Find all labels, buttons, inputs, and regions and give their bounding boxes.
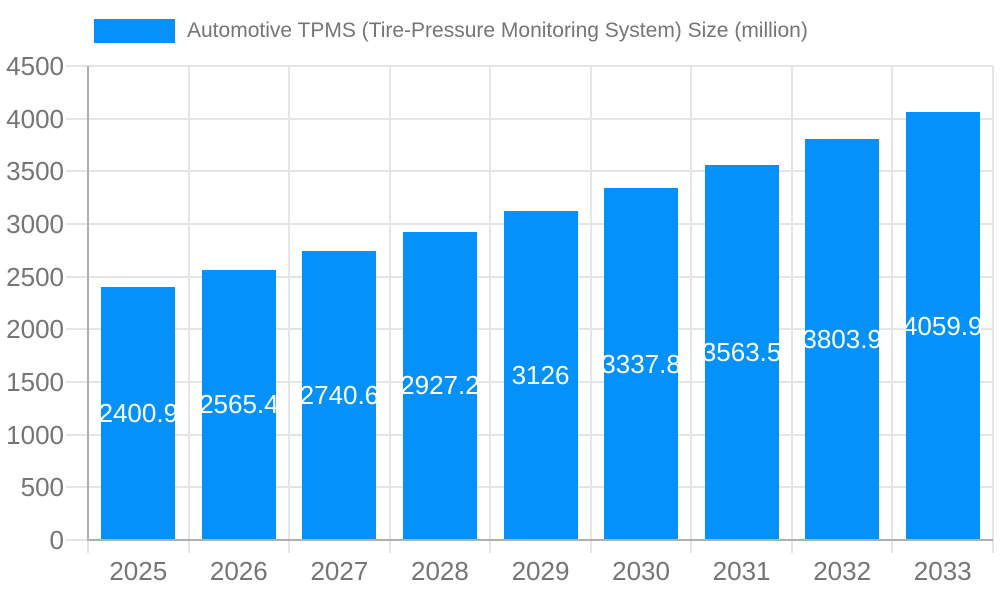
bar-value-label: 3563.5 (701, 336, 782, 367)
x-axis-line (88, 539, 993, 541)
x-gridline (388, 66, 391, 553)
y-axis-tick-label: 2500 (6, 261, 64, 292)
bar[interactable] (302, 251, 377, 539)
bar-value-label: 3126 (511, 359, 570, 390)
x-axis-tick-label: 2032 (813, 556, 872, 586)
bar-value-label: 3803.9 (802, 324, 882, 355)
y-axis-tick-label: 500 (20, 472, 64, 503)
x-gridline (489, 66, 492, 553)
y-axis-tick-label: 4500 (6, 51, 64, 81)
x-gridline (288, 66, 291, 553)
x-axis-tick-label: 2030 (612, 556, 670, 586)
y-gridline (66, 170, 993, 173)
y-axis-tick-label: 4000 (6, 103, 64, 134)
legend-swatch (94, 19, 175, 43)
bar[interactable] (905, 112, 980, 539)
y-gridline (66, 65, 993, 67)
x-gridline (187, 66, 190, 553)
x-gridline (790, 66, 793, 553)
bar-value-label: 3337.8 (601, 348, 681, 379)
y-axis-tick-label: 0 (49, 525, 64, 555)
x-axis-tick-label: 2025 (109, 556, 168, 586)
x-axis-tick-label: 2026 (209, 556, 268, 586)
x-gridline (891, 66, 894, 553)
y-axis-line (87, 66, 89, 541)
y-axis-tick-label: 1000 (6, 419, 64, 450)
y-axis-tick-label: 3500 (6, 156, 64, 187)
bar[interactable] (704, 164, 779, 539)
bar[interactable] (604, 188, 679, 539)
bar-value-label: 2927.2 (400, 370, 480, 401)
x-axis-tick-label: 2029 (511, 556, 570, 586)
bar-value-label: 2400.9 (98, 398, 179, 429)
y-axis-tick-label: 2000 (6, 314, 64, 345)
x-gridline (690, 66, 693, 553)
bar[interactable] (503, 210, 578, 539)
bar-value-label: 2740.6 (299, 380, 380, 411)
x-axis-tick-label: 2028 (411, 556, 469, 586)
y-axis-tick-label: 3000 (6, 209, 64, 239)
x-axis-tick-label: 2031 (712, 556, 771, 586)
y-axis-tick-label: 1500 (6, 367, 64, 397)
x-gridline (589, 66, 592, 553)
x-axis-tick-label: 2027 (310, 556, 369, 586)
legend-label: Automotive TPMS (Tire-Pressure Monitorin… (187, 19, 808, 42)
bar[interactable] (402, 231, 477, 539)
bar[interactable] (201, 269, 276, 539)
x-gridline (992, 66, 994, 553)
bar-value-label: 2565.4 (199, 389, 279, 420)
legend[interactable]: Automotive TPMS (Tire-Pressure Monitorin… (94, 16, 808, 46)
bar[interactable] (805, 139, 880, 539)
x-axis-tick-label: 2033 (913, 556, 972, 586)
bar[interactable] (101, 287, 176, 539)
bar-value-label: 4059.9 (902, 310, 983, 341)
y-gridline (66, 117, 993, 120)
